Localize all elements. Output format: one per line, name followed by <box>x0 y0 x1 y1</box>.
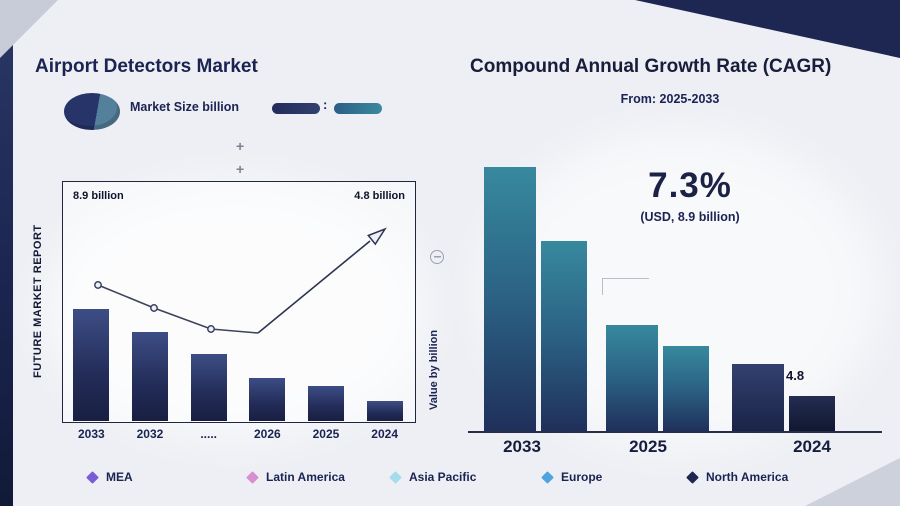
right-bar <box>732 364 784 432</box>
circle-minus-icon <box>430 250 444 264</box>
legend-diamond-icon <box>541 470 554 484</box>
legend-diamond-icon <box>86 470 99 484</box>
top-right-corner-decor <box>635 0 900 58</box>
left-x-label: 2033 <box>77 427 105 441</box>
right-x-label: 2024 <box>793 437 831 456</box>
left-chart-title: Airport Detectors Market <box>35 56 258 77</box>
legend-item-europe: Europe <box>541 470 603 484</box>
future-market-report-label: FUTURE MARKET REPORT <box>32 224 44 378</box>
callout-4-8-billion: 4.8 billion <box>354 190 405 202</box>
cagr-note: (USD, 8.9 billion) <box>640 210 740 224</box>
left-x-labels: 2033 2032..... 2026 2025 2024 <box>62 427 414 445</box>
left-bars <box>62 181 414 421</box>
legend-item-label: MEA <box>106 470 133 484</box>
cagr-value: 7.3% <box>648 166 732 205</box>
right-x-label: 2025 <box>629 437 667 456</box>
plus-icon: + <box>236 138 245 154</box>
right-bar <box>789 396 835 432</box>
left-bar <box>308 386 344 421</box>
left-bar <box>73 309 110 421</box>
legend-item-north-america: North America <box>686 470 789 484</box>
legend-item-asia-pacific: Asia Pacific <box>389 470 477 484</box>
legend-item-latin-america: Latin America <box>246 470 345 484</box>
legend-diamond-icon <box>686 470 699 484</box>
right-bar <box>484 167 536 432</box>
market-size-legend-label: Market Size billion <box>130 100 240 114</box>
left-bar <box>190 354 227 421</box>
legend-item-mea: MEA <box>86 470 133 484</box>
right-bar <box>606 325 658 432</box>
step-line-decor <box>602 278 649 295</box>
left-x-label: 2032 <box>136 427 164 441</box>
right-bar <box>663 346 709 432</box>
callout-8-9-billion: 8.9 billion <box>73 190 124 202</box>
right-chart-subtitle: From: 2025-2033 <box>620 92 720 106</box>
legend-item-label: North America <box>706 470 789 484</box>
left-bar <box>366 401 403 421</box>
bar-value-4-8: 4.8 <box>786 368 805 383</box>
right-bars <box>468 150 882 432</box>
legend-pill-separator: : <box>323 97 328 112</box>
legend-item-label: Europe <box>561 470 603 484</box>
legend-item-label: Latin America <box>266 470 345 484</box>
right-chart-axis <box>468 431 882 433</box>
right-bar <box>541 241 587 432</box>
legend-diamond-icon <box>389 470 402 484</box>
right-x-labels: 2033 2025 2024 <box>468 437 882 461</box>
legend-pill-navy <box>272 103 320 114</box>
market-size-icon <box>64 93 120 130</box>
left-x-label: 2024 <box>371 427 398 441</box>
legend-item-label: Asia Pacific <box>409 470 477 484</box>
right-x-label: 2033 <box>503 437 541 456</box>
legend-diamond-icon <box>246 470 259 484</box>
top-left-corner-decor <box>0 0 58 58</box>
plus-icon: + <box>236 161 245 177</box>
left-x-label: 2026 <box>253 427 281 441</box>
left-edge-accent-bar <box>0 0 13 506</box>
right-chart-title: Compound Annual Growth Rate (CAGR) <box>470 56 832 77</box>
legend-pill-teal <box>334 103 382 114</box>
left-bar <box>249 378 286 421</box>
value-by-billion-label: Value by billion <box>428 329 440 410</box>
bottom-legend: MEA Latin America Asia Pacific Europe North … <box>0 466 900 496</box>
left-x-label: ..... <box>200 427 217 441</box>
left-bar <box>132 332 168 421</box>
left-x-label: 2025 <box>312 427 340 441</box>
